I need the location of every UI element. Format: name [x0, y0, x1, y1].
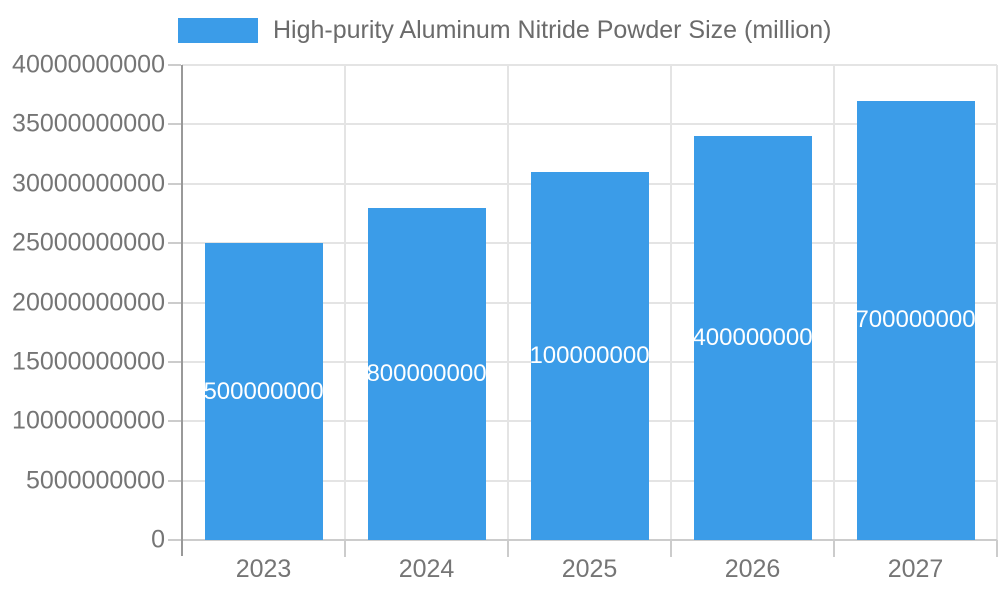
y-axis-tick-label: 5000000000 [25, 466, 165, 495]
y-axis-tick-label: 15000000000 [12, 347, 165, 376]
y-axis-tick [168, 539, 181, 541]
y-axis-tick-label: 35000000000 [12, 109, 165, 138]
gridline-vertical [670, 65, 672, 540]
y-axis-tick-label: 40000000000 [12, 50, 165, 79]
y-axis-line [181, 65, 183, 556]
y-axis-tick-label: 30000000000 [12, 169, 165, 198]
bar-2027[interactable]: 37000000000 [856, 100, 975, 540]
y-axis-tick [168, 182, 181, 185]
y-axis-tick-label: 10000000000 [12, 406, 165, 435]
bar-2025[interactable]: 31000000000 [530, 171, 649, 540]
y-axis-tick [168, 64, 181, 66]
x-axis-tick-label: 2026 [724, 555, 781, 583]
y-axis-tick-label: 20000000000 [12, 288, 165, 316]
legend-item[interactable]: High-purity Aluminum Nitride Powder Size… [178, 16, 832, 45]
x-axis-tick [670, 540, 672, 557]
y-axis-tick [168, 420, 181, 423]
x-axis-tick-label: 2023 [235, 555, 292, 583]
x-axis-tick [996, 540, 998, 557]
x-axis-labels: 2023 2024 2025 2026 2027 [182, 554, 997, 584]
gridline-horizontal [182, 64, 997, 66]
x-axis-ticks [182, 540, 998, 557]
x-axis-tick-label: 2024 [398, 555, 455, 583]
bar-2023[interactable]: 25000000000 [204, 243, 323, 540]
x-axis-tick-label: 2025 [561, 555, 618, 583]
x-axis-tick [344, 540, 346, 557]
gridline-vertical [344, 65, 346, 540]
y-axis-tick-label: 25000000000 [12, 228, 165, 257]
bar-2026[interactable]: 34000000000 [693, 136, 812, 540]
legend-label[interactable]: High-purity Aluminum Nitride Powder Size… [273, 16, 832, 44]
x-axis-tick [833, 540, 835, 557]
y-axis-tick [168, 242, 181, 245]
y-axis-ticks [168, 64, 181, 541]
plot-area: 25000000000 28000000000 31000000000 3400… [181, 64, 998, 556]
gridline-vertical [833, 65, 835, 540]
x-axis-line [182, 539, 997, 541]
bar-value-label: 37000000000 [856, 306, 975, 334]
y-axis-tick [168, 360, 181, 363]
y-axis-labels: 40000000000 35000000000 30000000000 2500… [0, 52, 165, 552]
bar-2024[interactable]: 28000000000 [367, 207, 486, 540]
legend-swatch[interactable] [178, 18, 258, 43]
bar-value-label: 34000000000 [693, 324, 812, 352]
bar-value-label: 28000000000 [367, 359, 486, 387]
y-axis-tick [168, 479, 181, 482]
y-axis-tick [168, 301, 181, 304]
gridline-vertical [996, 65, 998, 540]
y-axis-tick-label: 0 [151, 525, 165, 554]
bar-value-label: 31000000000 [530, 341, 649, 369]
x-axis-tick [507, 540, 509, 557]
x-axis-tick-label: 2027 [887, 555, 944, 583]
y-axis-tick [168, 123, 181, 126]
gridline-vertical [507, 65, 509, 540]
gridline-horizontal [182, 123, 997, 126]
bar-value-label: 25000000000 [204, 377, 323, 405]
